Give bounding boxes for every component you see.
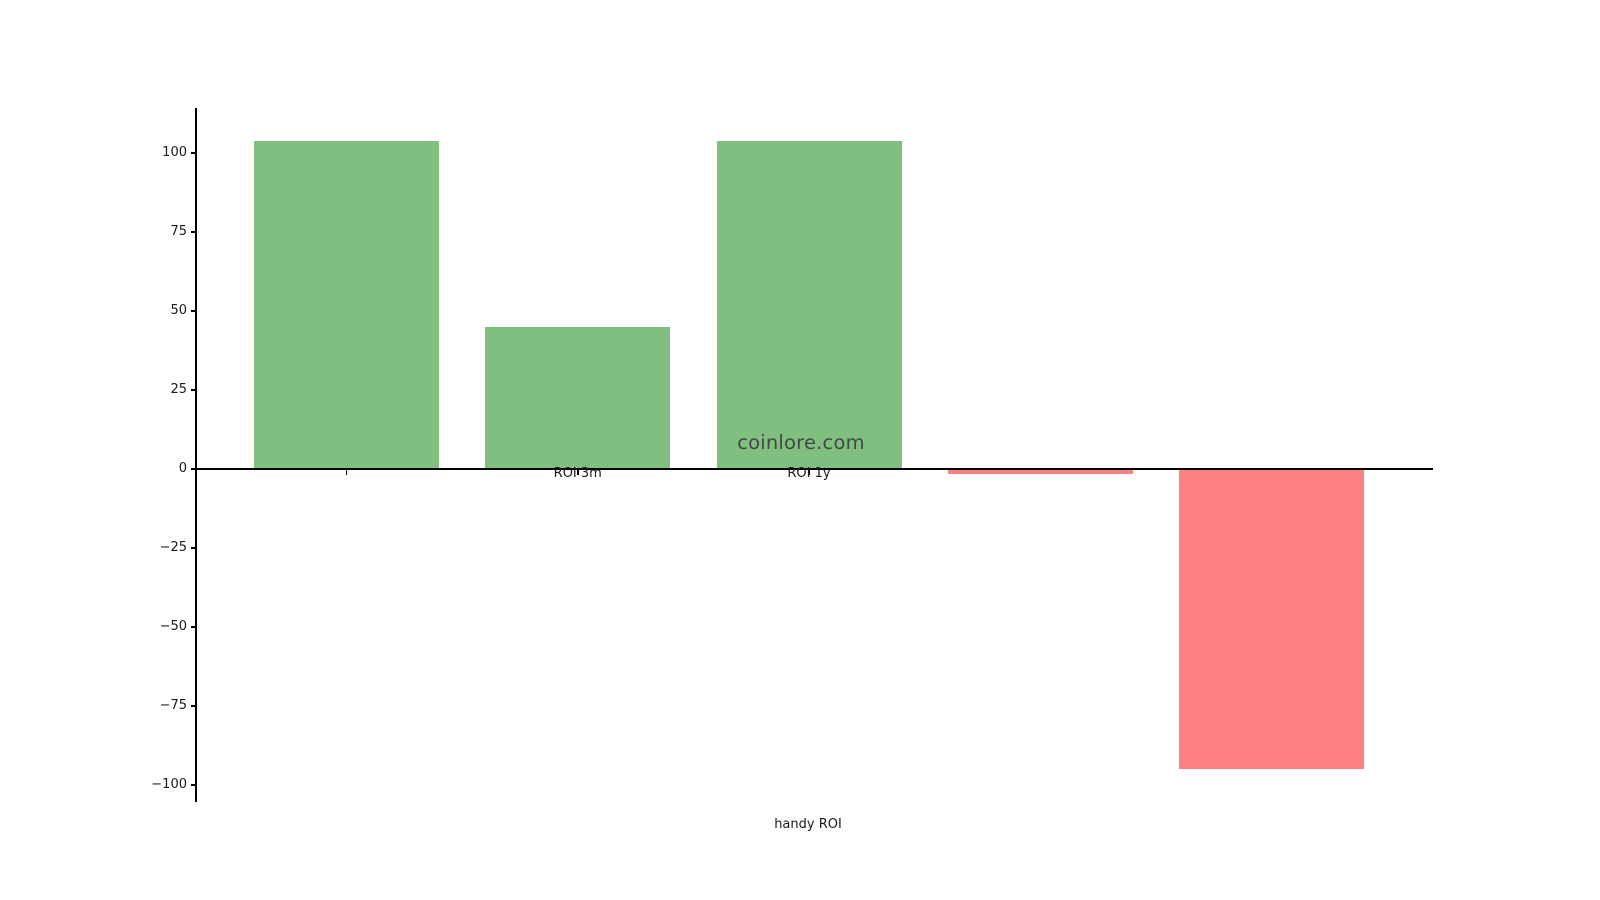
watermark-text: coinlore.com bbox=[737, 431, 865, 454]
y-tick-mark bbox=[190, 468, 196, 470]
y-tick-label: −50 bbox=[159, 618, 187, 634]
y-axis-line bbox=[195, 108, 197, 802]
x-axis-zero-line bbox=[196, 468, 1433, 470]
x-tick-label-roi-1y: ROI 1y bbox=[787, 466, 831, 481]
bar-roi-3m bbox=[485, 326, 671, 469]
y-tick-label: 50 bbox=[170, 303, 187, 319]
y-tick-mark bbox=[190, 626, 196, 628]
y-tick-label: 25 bbox=[170, 382, 187, 398]
x-axis-title: handy ROI bbox=[774, 817, 842, 832]
x-tick-mark bbox=[808, 469, 810, 475]
y-tick-mark bbox=[190, 389, 196, 391]
x-tick-mark bbox=[345, 469, 348, 475]
y-tick-label: −100 bbox=[151, 776, 187, 792]
y-tick-label: 0 bbox=[178, 461, 187, 476]
y-tick-label: −25 bbox=[159, 539, 187, 555]
y-tick-mark bbox=[190, 231, 196, 233]
y-tick-label: −75 bbox=[159, 697, 187, 713]
bar-unlabeled-5 bbox=[1179, 469, 1364, 769]
y-tick-mark bbox=[190, 705, 196, 707]
bar-unlabeled-4 bbox=[947, 469, 1133, 475]
y-tick-mark bbox=[190, 152, 196, 154]
bar-unlabeled-1 bbox=[254, 140, 439, 469]
x-tick-mark bbox=[577, 469, 579, 475]
y-tick-mark bbox=[190, 784, 196, 786]
bar-roi-1y bbox=[716, 140, 902, 469]
y-tick-mark bbox=[190, 547, 196, 549]
x-tick-label-roi-3m: ROI 3m bbox=[553, 466, 602, 481]
y-tick-mark bbox=[190, 310, 196, 312]
y-tick-label: 100 bbox=[162, 145, 187, 161]
y-tick-label: 75 bbox=[170, 224, 187, 240]
